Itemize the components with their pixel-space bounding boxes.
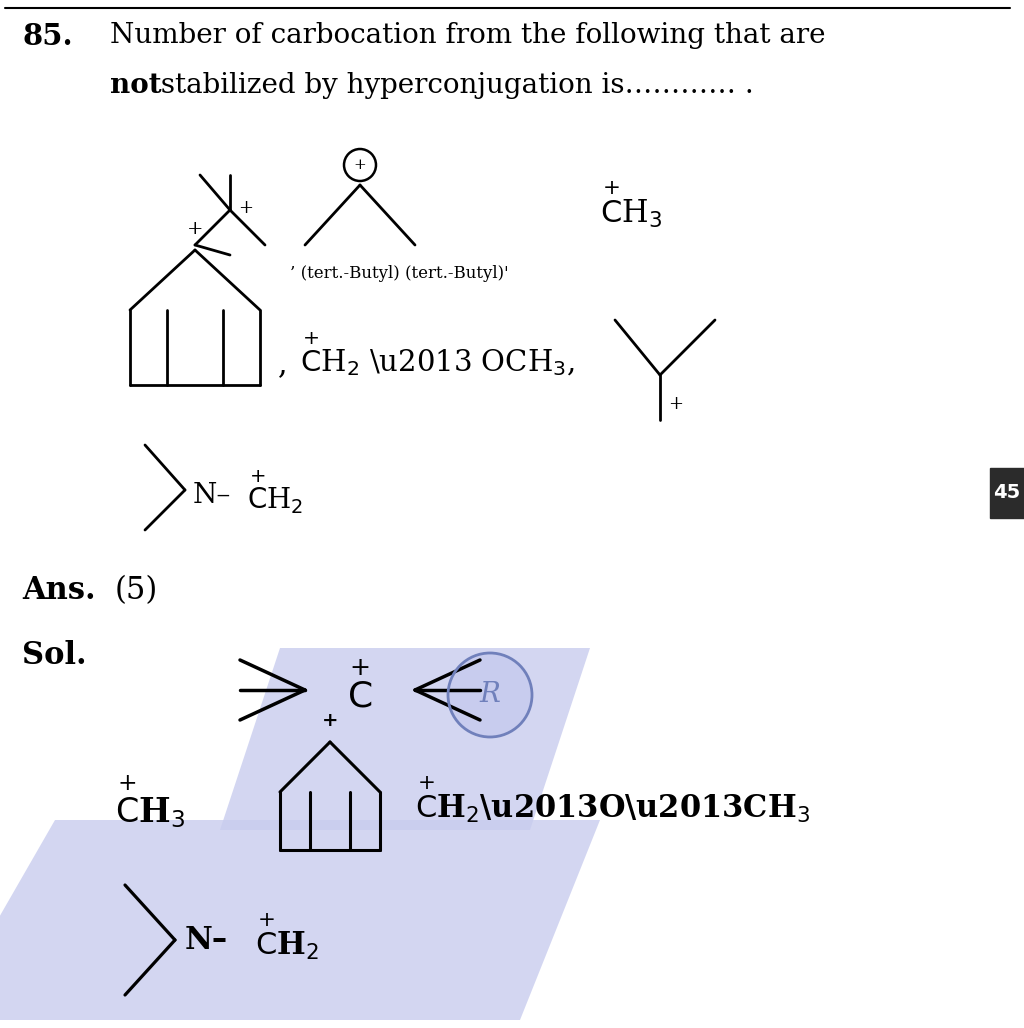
Text: $\overset{+}{\mathrm{C}}$H$_2$\u2013O\u2013CH$_3$: $\overset{+}{\mathrm{C}}$H$_2$\u2013O\u2… [415,775,810,825]
Text: +: + [186,220,203,238]
Text: ’ (tert.-Butyl) (tert.-Butyl)': ’ (tert.-Butyl) (tert.-Butyl)' [290,265,509,282]
Circle shape [449,653,532,737]
Text: R: R [479,682,501,708]
Text: N–: N– [185,925,228,956]
Text: $\overset{+}{\mathrm{C}}$H$_2$: $\overset{+}{\mathrm{C}}$H$_2$ [247,468,303,516]
Text: $\overset{+}{\mathrm{C}}$H$_3$: $\overset{+}{\mathrm{C}}$H$_3$ [600,180,663,230]
Text: not: not [110,72,162,99]
Text: $\overset{+}{\mathrm{C}}$H$_2$ \u2013 OCH$_3$,: $\overset{+}{\mathrm{C}}$H$_2$ \u2013 OC… [300,330,575,377]
Text: $\overset{+}{\mathrm{C}}$H$_2$: $\overset{+}{\mathrm{C}}$H$_2$ [255,912,318,962]
Text: $\overset{+}{\mathrm{C}}$H$_3$: $\overset{+}{\mathrm{C}}$H$_3$ [115,775,185,832]
Polygon shape [220,648,590,830]
Text: Ans.: Ans. [22,575,95,605]
Text: $\overset{+}{\mathrm{C}}$: $\overset{+}{\mathrm{C}}$ [347,662,373,715]
Text: stabilized by hyperconjugation is………… .: stabilized by hyperconjugation is………… . [152,72,754,99]
Polygon shape [0,820,600,1020]
Text: +: + [322,712,338,730]
Text: Sol.: Sol. [22,640,87,671]
Text: 85.: 85. [22,22,73,51]
Text: N–: N– [193,482,231,509]
Text: +: + [238,199,253,217]
FancyBboxPatch shape [990,468,1024,518]
Text: ,: , [278,350,288,380]
Text: 45: 45 [993,483,1021,503]
Text: +: + [668,395,683,413]
Text: (5): (5) [115,575,159,605]
Text: +: + [353,158,367,172]
Text: Number of carbocation from the following that are: Number of carbocation from the following… [110,22,825,49]
